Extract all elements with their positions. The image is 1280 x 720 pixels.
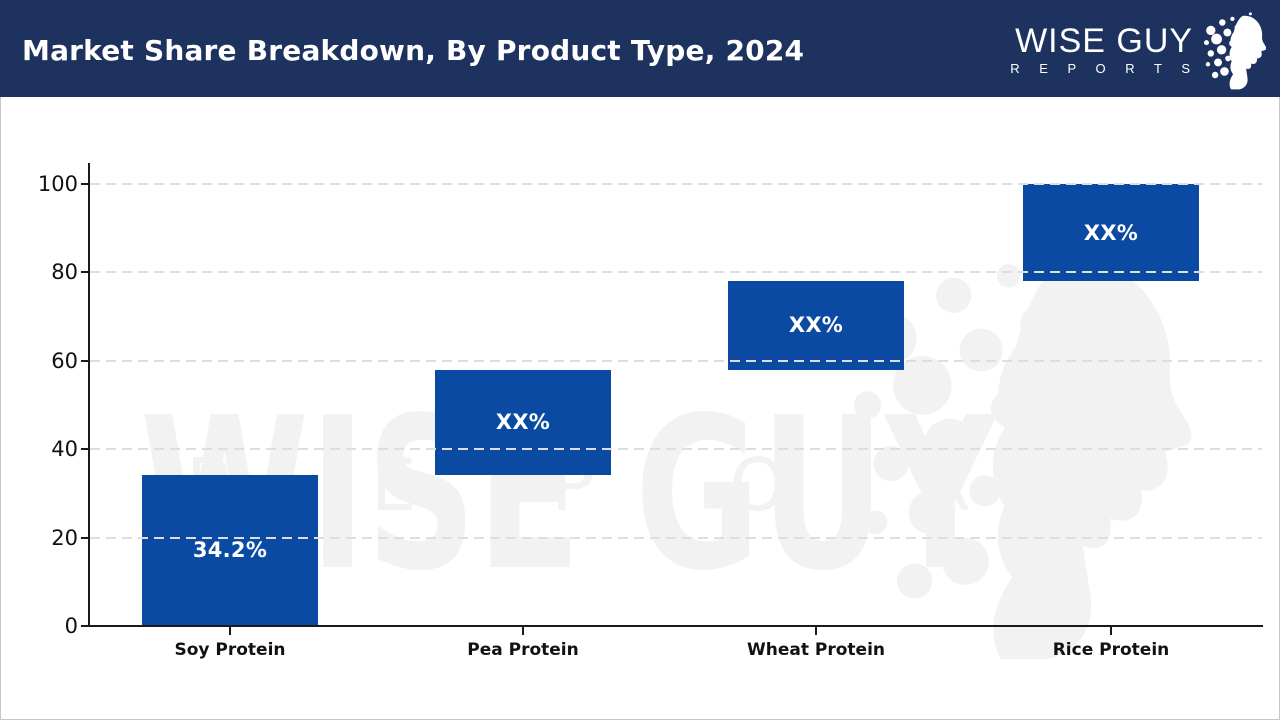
x-axis-label: Soy Protein: [174, 640, 286, 660]
header: Market Share Breakdown, By Product Type,…: [0, 0, 1280, 97]
y-axis-tick-label: 80: [51, 260, 78, 285]
gridline: [90, 536, 1262, 539]
gridline: [90, 271, 1262, 274]
brand-subtitle: R E P O R T S: [1010, 60, 1198, 76]
y-axis-tick-label: 0: [64, 614, 78, 638]
y-axis-line: [88, 163, 90, 627]
brand-logo-text: WISE GUY R E P O R T S: [1010, 22, 1198, 76]
gridline: [90, 359, 1262, 362]
y-axis-tick-label: 20: [51, 525, 78, 550]
bar-value-label: XX%: [1083, 220, 1139, 245]
bar-value-label: 34.2%: [192, 538, 268, 563]
x-axis-label: Pea Protein: [467, 640, 579, 660]
logo-head-icon: [1203, 12, 1267, 90]
y-axis-tick-mark: [81, 183, 88, 185]
gridline: [90, 448, 1262, 451]
bar-rice-protein: XX%: [1023, 184, 1199, 282]
x-axis-tick-mark: [229, 627, 231, 635]
gridline: [90, 183, 1262, 185]
y-axis-tick-mark: [81, 536, 88, 539]
x-axis-tick-mark: [522, 627, 524, 635]
bar-wheat-protein: XX%: [728, 281, 904, 370]
brand-name: WISE GUY: [1015, 22, 1194, 61]
page-title: Market Share Breakdown, By Product Type,…: [22, 34, 805, 67]
brand-logo: WISE GUY R E P O R T S: [1010, 6, 1272, 94]
x-axis-label: Wheat Protein: [746, 640, 885, 660]
bar-soy-protein: 34.2%: [142, 474, 318, 626]
bar-value-label: XX%: [495, 410, 551, 435]
bar-value-label: XX%: [788, 313, 844, 338]
x-axis-tick-mark: [1110, 627, 1112, 635]
bar-pea-protein: XX%: [435, 369, 611, 475]
x-axis-line: [88, 625, 1263, 627]
y-axis-tick-mark: [81, 625, 88, 627]
x-axis-tick-mark: [815, 627, 817, 635]
y-axis-tick-label: 40: [51, 437, 78, 462]
y-axis-tick-mark: [81, 448, 88, 451]
x-axis-label: Rice Protein: [1052, 640, 1170, 660]
y-axis-tick-mark: [81, 359, 88, 362]
y-axis-tick-label: 100: [37, 172, 78, 196]
watermark-head-icon: [853, 240, 1192, 660]
y-axis-tick-label: 60: [51, 348, 78, 373]
y-axis-tick-mark: [81, 271, 88, 274]
